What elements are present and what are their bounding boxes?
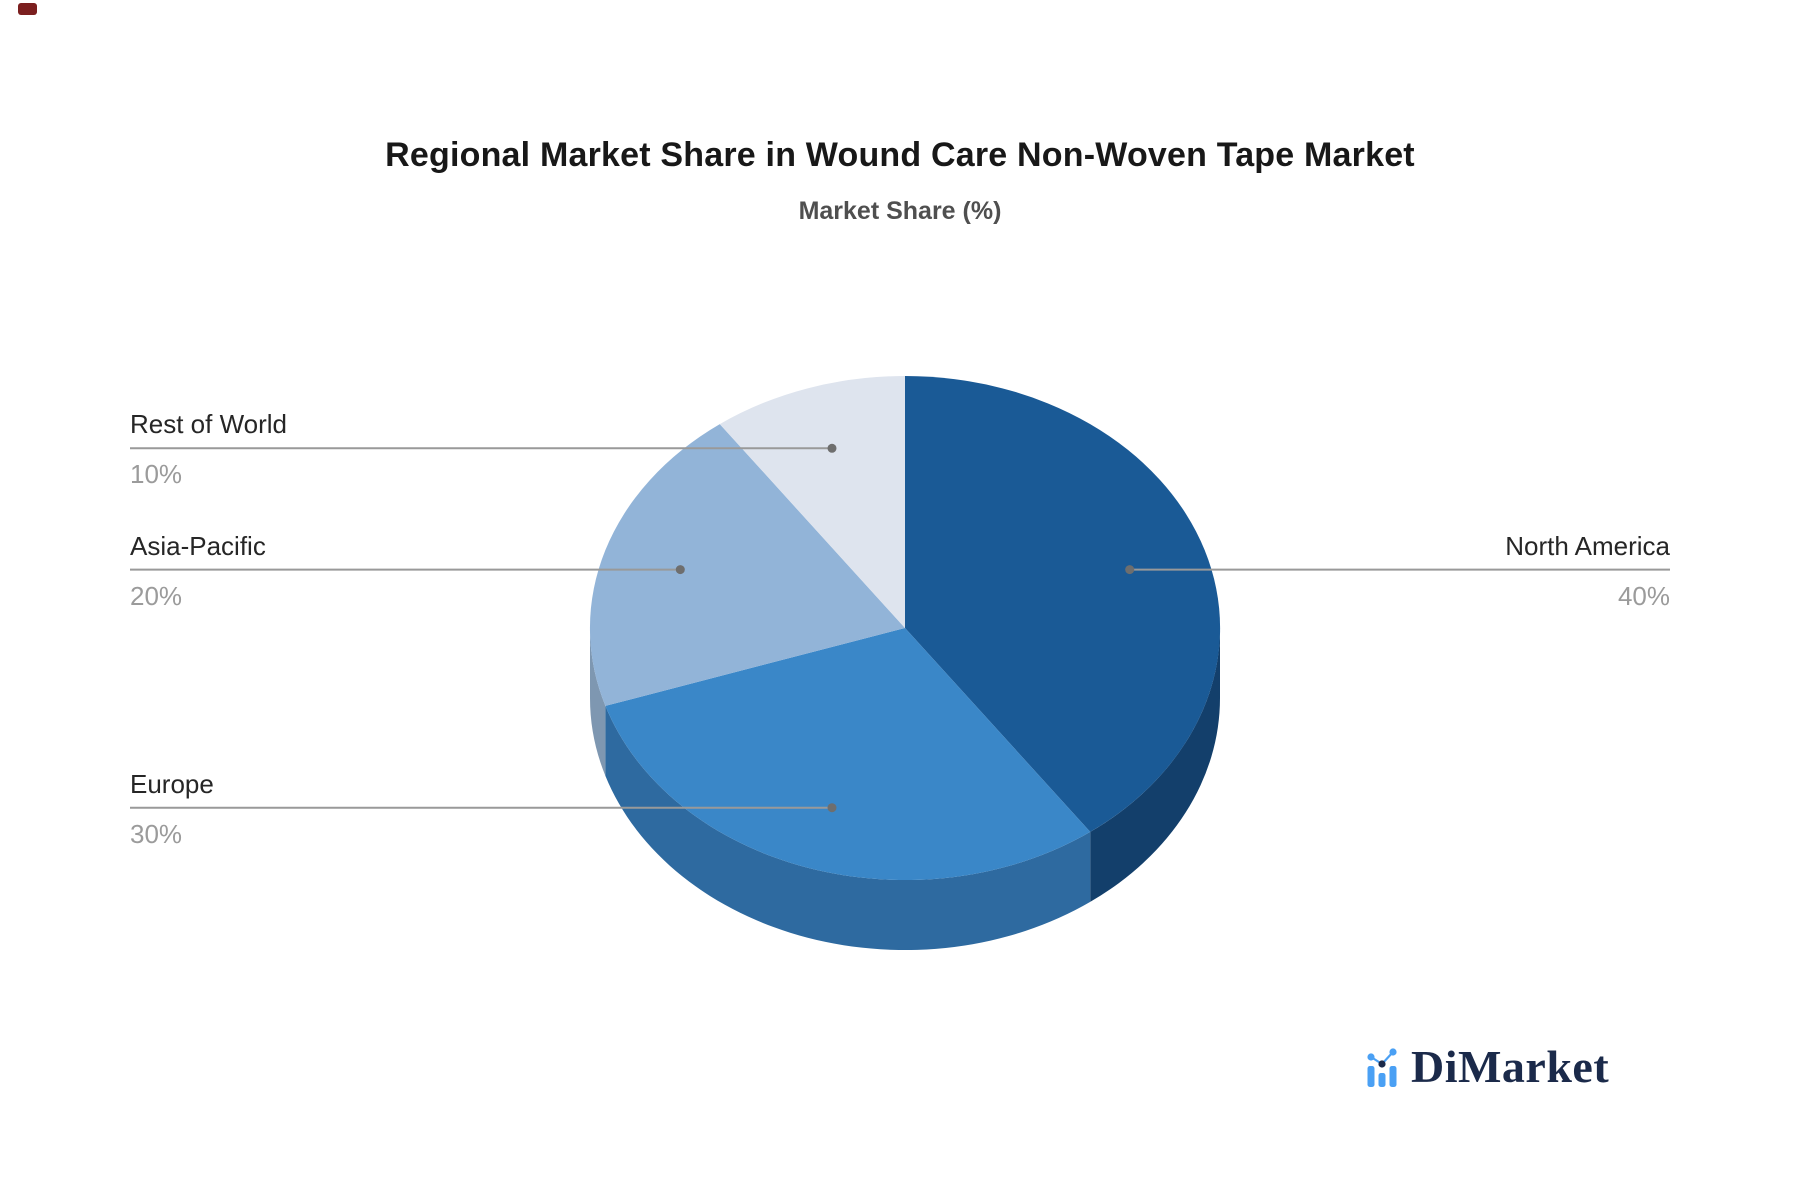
slice-label-europe: Europe <box>130 768 214 799</box>
pie-side-asia-pacific <box>590 628 606 776</box>
bar-chart-logo-icon <box>1367 1048 1397 1087</box>
pie-connectors <box>130 443 1670 813</box>
pie-slice-asia-pacific[interactable] <box>589 424 905 706</box>
corner-marker <box>18 3 37 15</box>
connector-dot-europe <box>827 803 837 813</box>
pie-side-europe <box>605 705 1091 951</box>
logo-bar-3 <box>1389 1066 1397 1087</box>
logo-dot-2 <box>1378 1060 1386 1068</box>
slice-value-europe: 30% <box>130 818 183 849</box>
dimarket-logo: DiMarket <box>1366 1040 1610 1092</box>
pie-slices <box>589 375 1221 881</box>
pie-slice-north-america[interactable] <box>905 375 1221 832</box>
connector-dot-rest-of-world <box>827 443 837 453</box>
slice-label-asia-pacific: Asia-Pacific <box>130 530 266 561</box>
logo-bar-1 <box>1367 1066 1375 1087</box>
logo-text: DiMarket <box>1411 1040 1610 1092</box>
chart-title: Regional Market Share in Wound Care Non-… <box>385 136 1415 174</box>
pie-3d-sides <box>590 628 1220 951</box>
slice-value-asia-pacific: 20% <box>130 580 183 611</box>
connector-dot-asia-pacific <box>675 565 685 575</box>
logo-dot-1 <box>1367 1053 1375 1061</box>
slice-value-rest-of-world: 10% <box>130 459 183 490</box>
pie-slice-europe[interactable] <box>605 628 1091 881</box>
logo-dot-3 <box>1389 1048 1397 1056</box>
logo-bar-2 <box>1378 1073 1386 1087</box>
slice-label-north-america: North America <box>1505 530 1670 561</box>
connector-dot-north-america <box>1125 565 1135 575</box>
slice-value-north-america: 40% <box>1617 580 1670 611</box>
slice-label-rest-of-world: Rest of World <box>130 409 288 440</box>
pie-side-north-america <box>1090 628 1220 902</box>
pie-slice-rest-of-world[interactable] <box>719 376 905 628</box>
chart-subtitle: Market Share (%) <box>798 197 1002 225</box>
